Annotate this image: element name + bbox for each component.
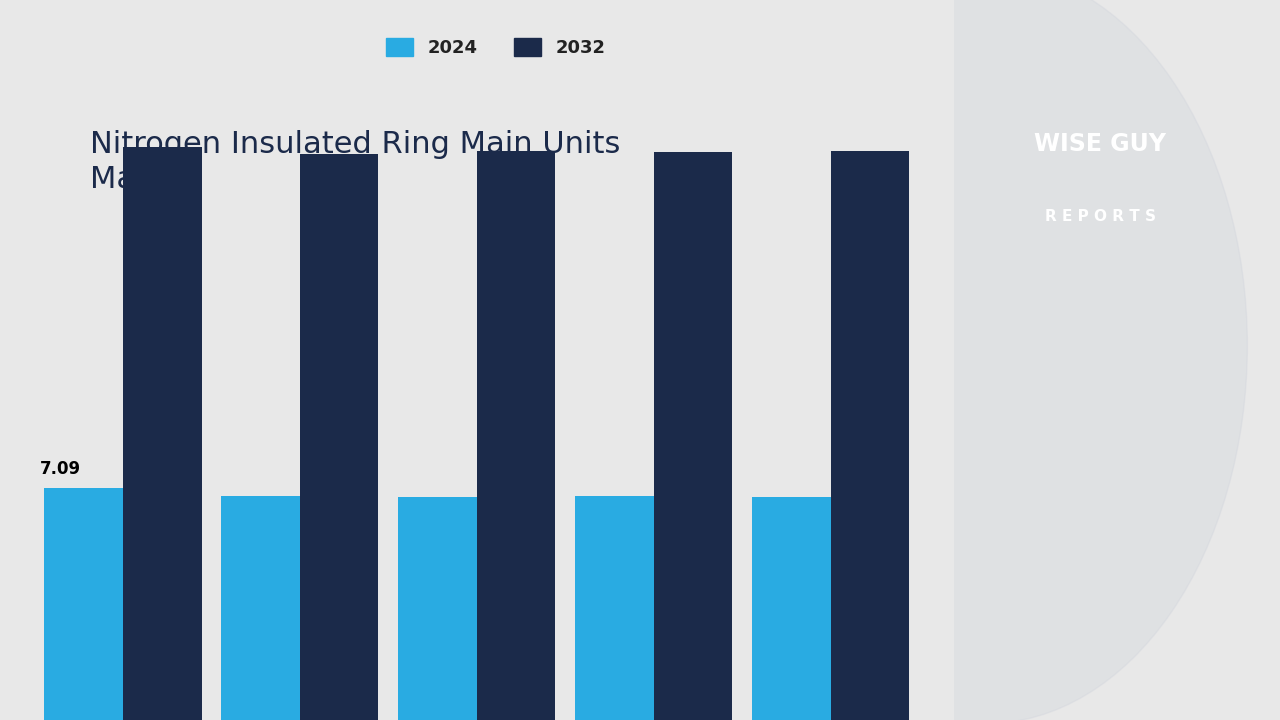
Text: Nitrogen Insulated Ring Main Units
Market: Nitrogen Insulated Ring Main Units Marke…	[90, 130, 620, 194]
Text: R E P O R T S: R E P O R T S	[1044, 209, 1156, 223]
Bar	[654, 152, 732, 720]
Bar	[477, 150, 556, 720]
Bar	[398, 498, 477, 720]
Bar	[123, 148, 201, 720]
Bar	[221, 496, 300, 720]
Legend: 2024, 2032: 2024, 2032	[379, 31, 613, 64]
Text: 7.09: 7.09	[40, 460, 82, 478]
Ellipse shape	[724, 0, 1248, 720]
Bar	[753, 497, 831, 720]
Bar	[575, 497, 654, 720]
Text: WISE GUY: WISE GUY	[1034, 132, 1166, 156]
Bar	[45, 488, 123, 720]
Bar	[300, 154, 379, 720]
Bar	[831, 151, 909, 720]
